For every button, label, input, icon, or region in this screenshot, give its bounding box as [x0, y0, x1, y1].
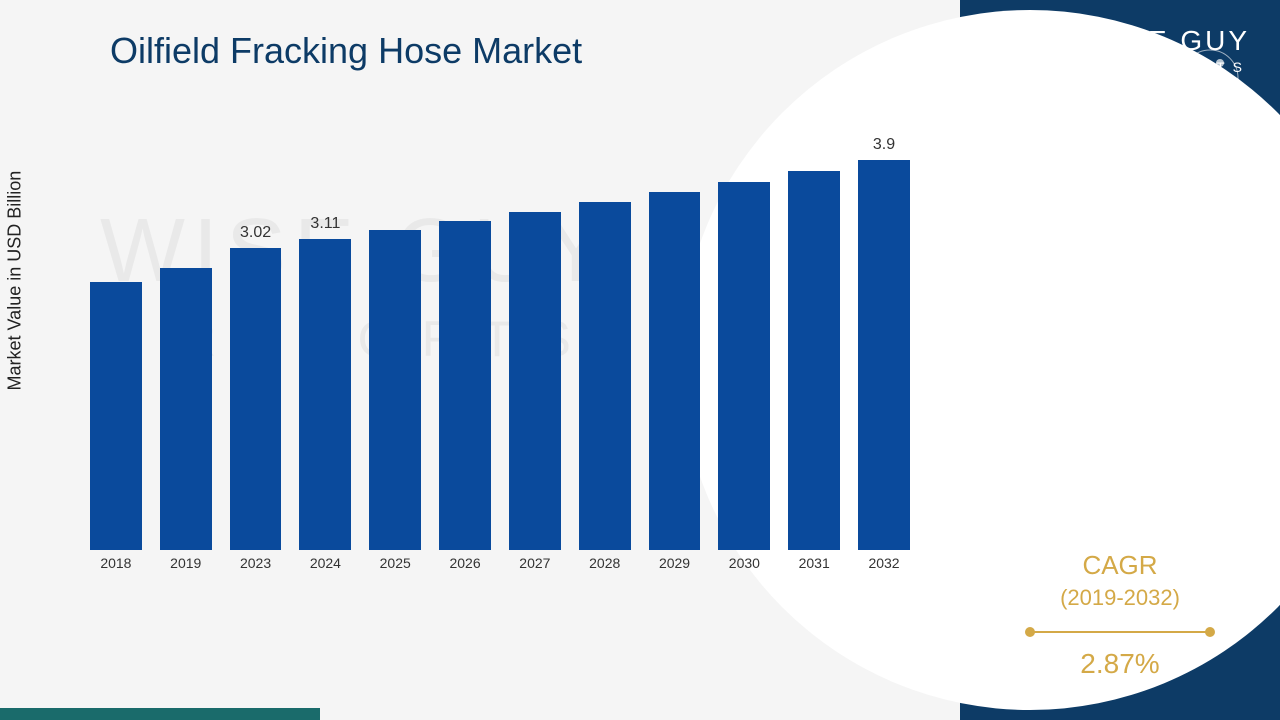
bar — [369, 230, 421, 550]
x-axis-label: 2019 — [160, 555, 212, 571]
bar — [718, 182, 770, 550]
bar-wrapper — [649, 186, 701, 550]
bar-wrapper — [718, 176, 770, 550]
bar-wrapper — [369, 224, 421, 550]
bar-wrapper — [90, 276, 142, 550]
cagr-title: CAGR — [990, 550, 1250, 581]
cagr-box: CAGR (2019-2032) 2.87% — [990, 550, 1250, 680]
bar — [90, 282, 142, 550]
bar-wrapper — [439, 215, 491, 550]
bar — [160, 268, 212, 550]
x-axis-label: 2018 — [90, 555, 142, 571]
bar — [649, 192, 701, 550]
bar — [230, 248, 282, 550]
bars-container: 3.023.113.9 — [90, 150, 910, 550]
x-axis-label: 2025 — [369, 555, 421, 571]
bar-value-label: 3.9 — [873, 136, 895, 154]
cagr-period: (2019-2032) — [990, 585, 1250, 611]
bar-wrapper — [160, 262, 212, 550]
x-axis-label: 2023 — [230, 555, 282, 571]
cagr-divider-line — [1030, 631, 1210, 633]
bar-wrapper: 3.11 — [299, 215, 351, 550]
bar-wrapper: 3.9 — [858, 136, 910, 550]
bar — [788, 171, 840, 550]
x-axis-label: 2031 — [788, 555, 840, 571]
bar-wrapper — [509, 206, 561, 550]
x-axis-label: 2026 — [439, 555, 491, 571]
bar — [579, 202, 631, 550]
logo: WISE GUY REPORTS — [1086, 25, 1250, 75]
x-axis-label: 2024 — [299, 555, 351, 571]
bar — [439, 221, 491, 550]
bar — [299, 239, 351, 550]
x-axis-label: 2027 — [509, 555, 561, 571]
cagr-value: 2.87% — [990, 648, 1250, 680]
bar-value-label: 3.11 — [310, 215, 340, 233]
x-axis-label: 2032 — [858, 555, 910, 571]
teal-accent-bar — [0, 708, 320, 720]
x-axis-labels: 2018 2019 2023 2024 2025 2026 2027 2028 2029 2030… — [90, 555, 910, 571]
x-axis-label: 2028 — [579, 555, 631, 571]
bar — [858, 160, 910, 550]
chart-title: Oilfield Fracking Hose Market — [110, 30, 582, 72]
bar — [509, 212, 561, 550]
bar-wrapper — [788, 165, 840, 550]
bar-wrapper: 3.02 — [230, 224, 282, 550]
bar-value-label: 3.02 — [240, 224, 271, 242]
bar-wrapper — [579, 196, 631, 550]
logo-head-icon — [1175, 43, 1245, 123]
chart-area: 3.023.113.9 2018201920232024202520262027… — [50, 150, 930, 580]
x-axis-label: 2030 — [718, 555, 770, 571]
x-axis-label: 2029 — [649, 555, 701, 571]
y-axis-label: Market Value in USD Billion — [5, 171, 26, 391]
